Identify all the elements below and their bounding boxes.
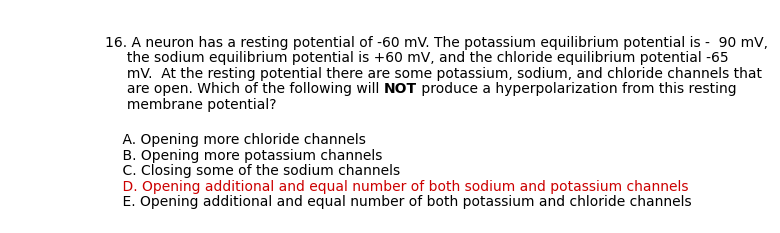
Text: membrane potential?: membrane potential? xyxy=(105,98,277,112)
Text: produce a hyperpolarization from this resting: produce a hyperpolarization from this re… xyxy=(417,82,737,96)
Text: are open. Which of the following will: are open. Which of the following will xyxy=(105,82,384,96)
Text: B. Opening more potassium channels: B. Opening more potassium channels xyxy=(105,149,383,163)
Text: mV.  At the resting potential there are some potassium, sodium, and chloride cha: mV. At the resting potential there are s… xyxy=(105,67,762,81)
Text: NOT: NOT xyxy=(384,82,417,96)
Text: C. Closing some of the sodium channels: C. Closing some of the sodium channels xyxy=(105,164,400,178)
Text: 16. A neuron has a resting potential of -60 mV. The potassium equilibrium potent: 16. A neuron has a resting potential of … xyxy=(105,36,768,50)
Text: E. Opening additional and equal number of both potassium and chloride channels: E. Opening additional and equal number o… xyxy=(105,195,692,209)
Text: A. Opening more chloride channels: A. Opening more chloride channels xyxy=(105,133,366,147)
Text: the sodium equilibrium potential is +60 mV, and the chloride equilibrium potenti: the sodium equilibrium potential is +60 … xyxy=(105,51,729,65)
Text: D. Opening additional and equal number of both sodium and potassium channels: D. Opening additional and equal number o… xyxy=(105,180,689,194)
